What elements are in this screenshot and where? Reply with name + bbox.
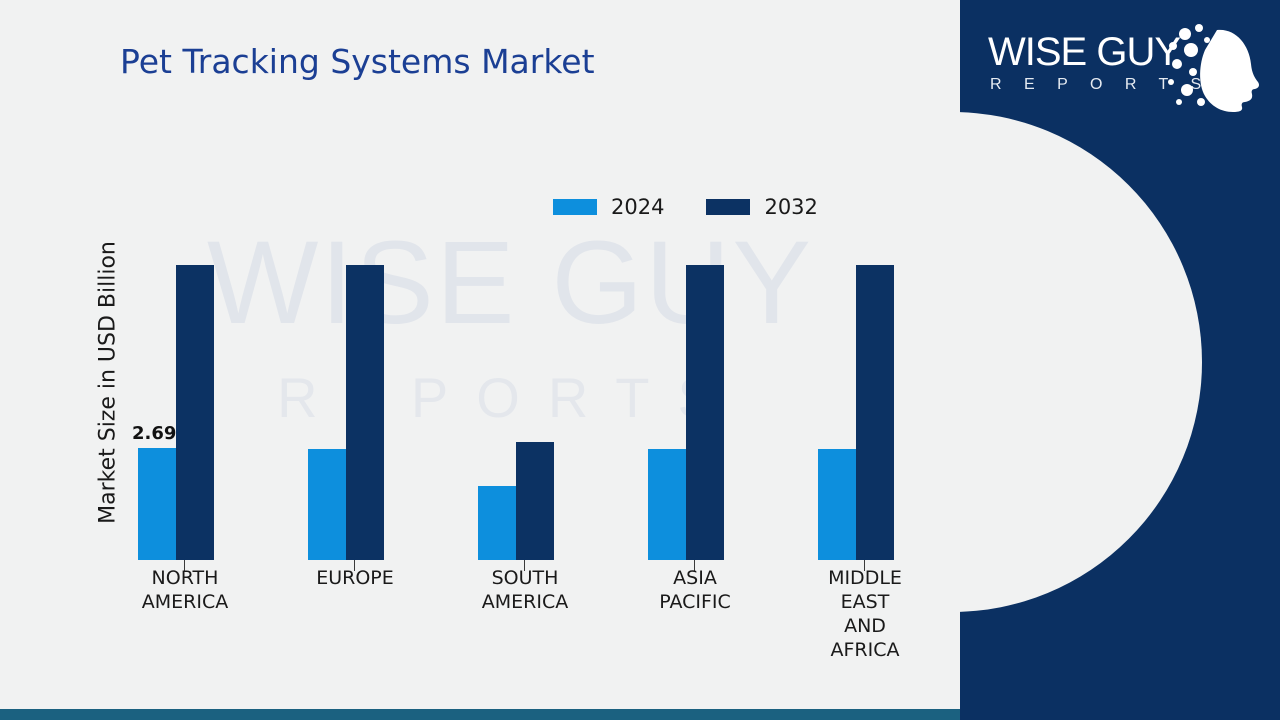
footer-bar bbox=[0, 709, 960, 720]
bar-2024-south-america bbox=[478, 486, 516, 560]
x-tick bbox=[864, 560, 865, 571]
bar-group-asia-pacific: ASIA PACIFIC bbox=[640, 240, 750, 613]
legend-label-2032: 2032 bbox=[764, 195, 818, 219]
x-label-line3: AND bbox=[844, 615, 886, 637]
logo-subtext: R E P O R T S bbox=[990, 76, 1211, 93]
x-label-line1: SOUTH bbox=[491, 567, 559, 589]
bar-2024-europe bbox=[308, 449, 346, 560]
legend-item-2032: 2032 bbox=[706, 195, 818, 219]
x-label-asia-pacific: ASIA PACIFIC bbox=[620, 566, 770, 614]
bar-group-north-america: 2.69 NORTH AMERICA bbox=[130, 240, 240, 613]
x-label-middle-east-africa: MIDDLE EAST AND AFRICA bbox=[790, 566, 940, 662]
x-label-line1: MIDDLE bbox=[828, 567, 902, 589]
x-tick bbox=[354, 560, 355, 571]
x-label-north-america: NORTH AMERICA bbox=[110, 566, 260, 614]
bar-2032-europe bbox=[346, 264, 384, 560]
legend-swatch-2024 bbox=[553, 199, 597, 215]
bar-2032-north-america bbox=[176, 264, 214, 560]
x-label-line2: EAST bbox=[840, 591, 890, 613]
brand-logo[interactable]: WISE GUY R E P O R T S bbox=[980, 24, 1260, 112]
bar-2024-middle-east-africa bbox=[818, 449, 856, 560]
chart-legend: 2024 2032 bbox=[553, 195, 818, 219]
page-title: Pet Tracking Systems Market bbox=[120, 42, 595, 81]
bar-group-europe: EUROPE bbox=[300, 240, 410, 589]
bar-2032-south-america bbox=[516, 441, 554, 560]
x-tick bbox=[694, 560, 695, 571]
bar-group-south-america: SOUTH AMERICA bbox=[470, 240, 580, 613]
legend-item-2024: 2024 bbox=[553, 195, 664, 219]
bar-2032-asia-pacific bbox=[686, 264, 724, 560]
x-label-line1: NORTH bbox=[151, 567, 219, 589]
x-tick bbox=[524, 560, 525, 571]
bar-value-label-north-america: 2.69 bbox=[132, 423, 177, 445]
legend-label-2024: 2024 bbox=[611, 195, 665, 219]
x-label-line2: PACIFIC bbox=[659, 591, 731, 613]
bar-group-middle-east-africa: MIDDLE EAST AND AFRICA bbox=[810, 240, 920, 661]
x-tick bbox=[184, 560, 185, 571]
neural-dots-decoration bbox=[960, 140, 1040, 580]
plot-area: 2.69 NORTH AMERICA EUROPE SOUTH AMERICA bbox=[110, 240, 920, 661]
bar-2024-north-america bbox=[138, 448, 176, 560]
x-label-south-america: SOUTH AMERICA bbox=[450, 566, 600, 614]
logo-wordmark: WISE GUY bbox=[988, 30, 1181, 74]
brand-panel bbox=[960, 0, 1280, 720]
bar-2024-asia-pacific bbox=[648, 449, 686, 560]
x-label-line1: ASIA bbox=[673, 567, 717, 589]
logo-head-icon bbox=[1168, 24, 1259, 112]
x-label-line1: EUROPE bbox=[316, 567, 394, 589]
x-label-line2: AMERICA bbox=[481, 591, 569, 613]
bar-2032-middle-east-africa bbox=[856, 264, 894, 560]
x-label-europe: EUROPE bbox=[280, 566, 430, 590]
x-label-line4: AFRICA bbox=[830, 639, 900, 661]
legend-swatch-2032 bbox=[706, 199, 751, 215]
x-label-line2: AMERICA bbox=[141, 591, 229, 613]
